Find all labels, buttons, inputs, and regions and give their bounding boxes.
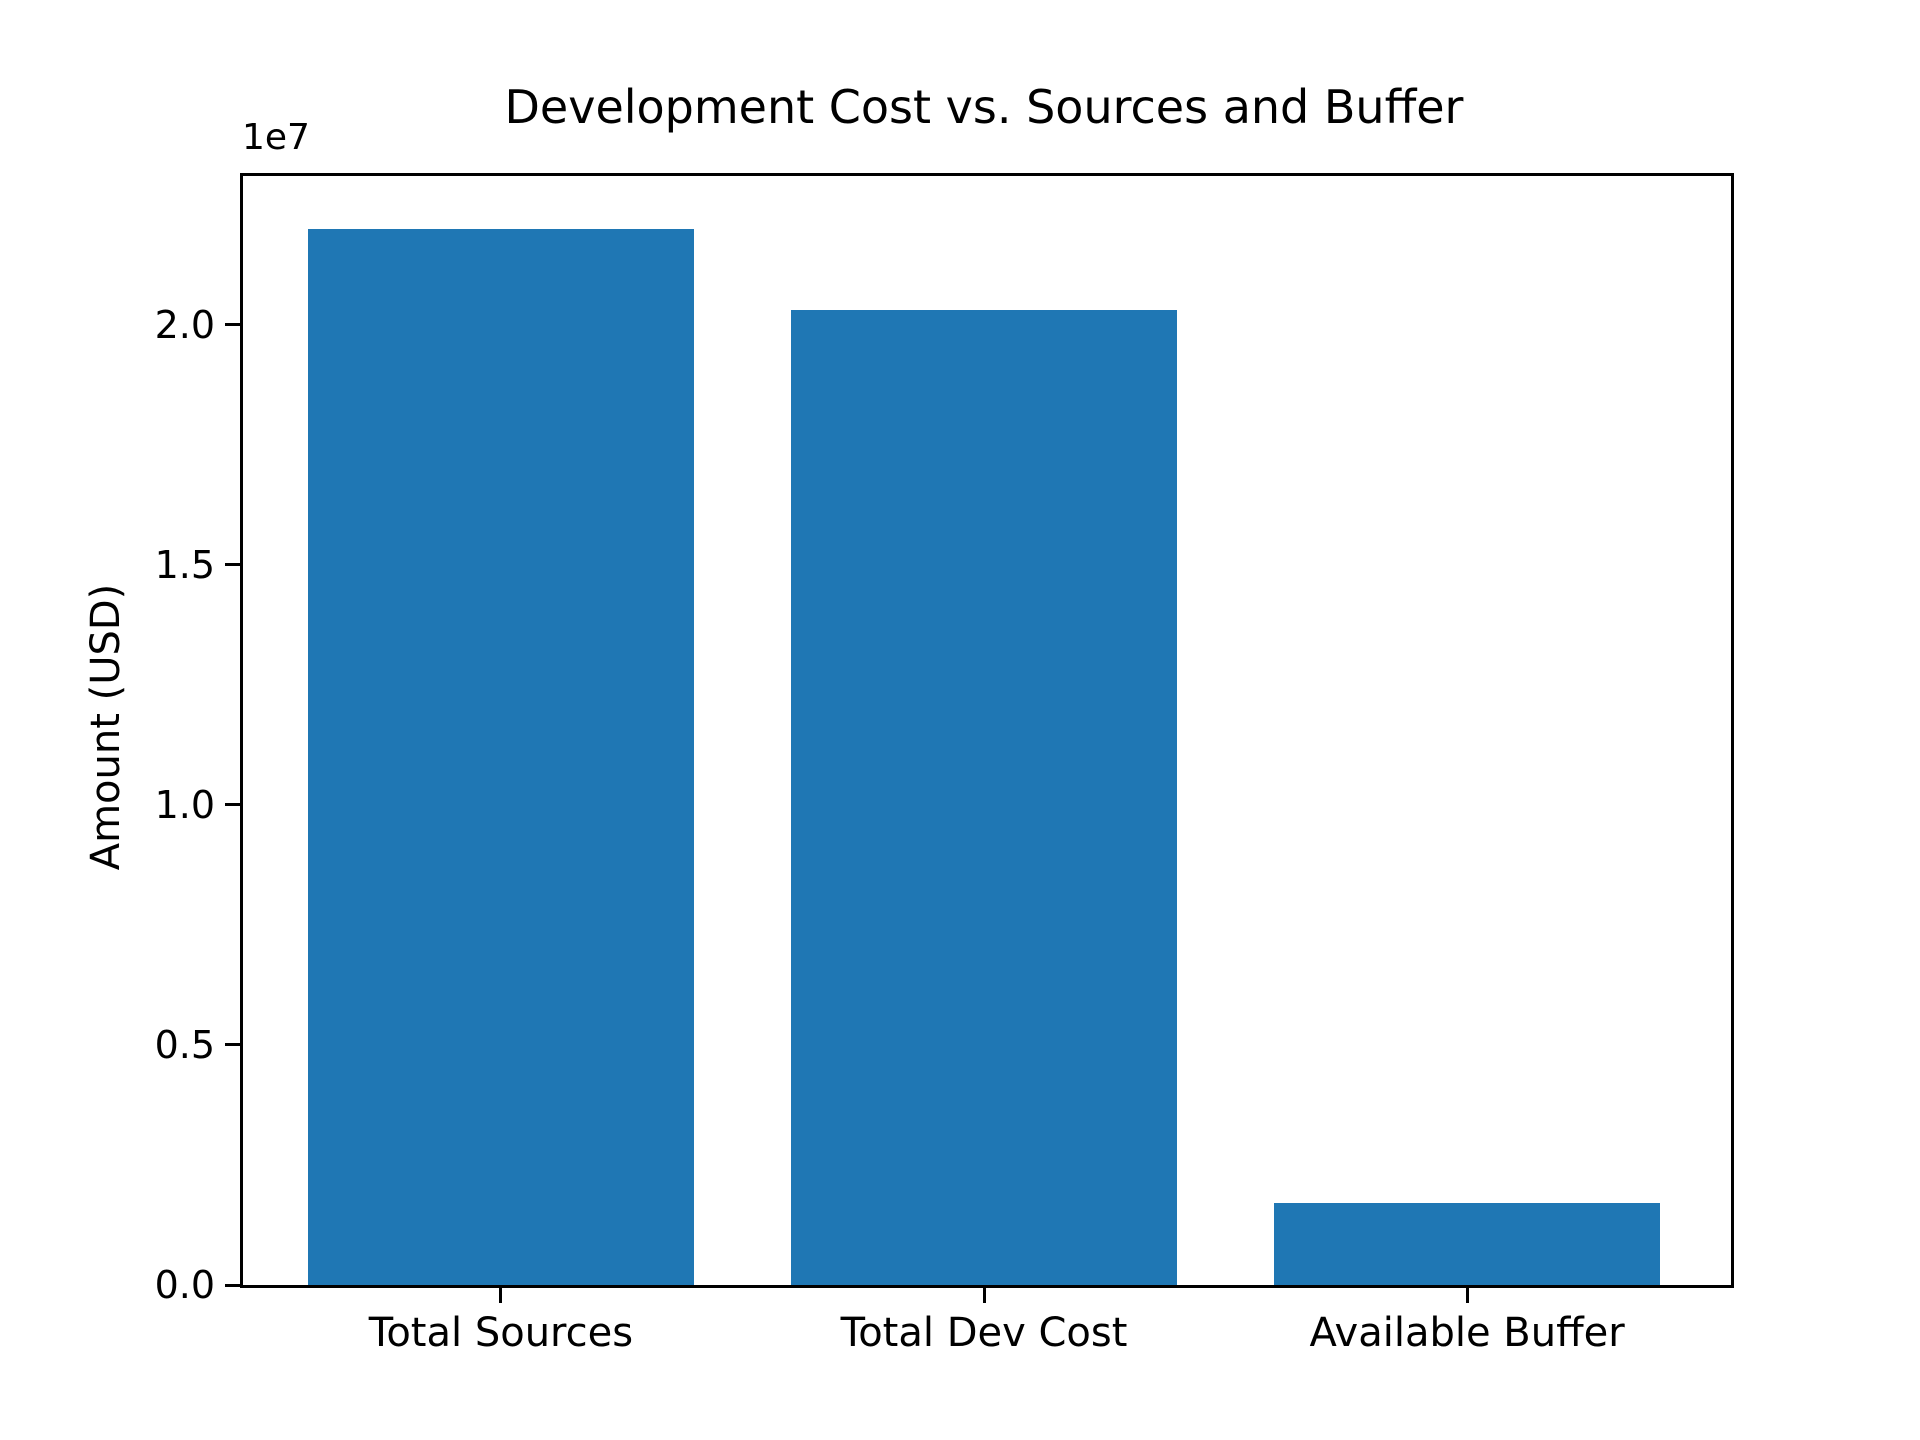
bar-total-dev-cost: [790, 310, 1178, 1285]
y-tick-label-2.0: 2.0: [154, 302, 215, 347]
x-tick-mark: [499, 1288, 503, 1303]
x-tick-label-available-buffer: Available Buffer: [1309, 1310, 1625, 1356]
y-tick-mark: [225, 1283, 240, 1287]
y-tick-mark: [225, 323, 240, 327]
y-tick-label-1.5: 1.5: [154, 542, 215, 587]
y-tick-label-0.0: 0.0: [154, 1263, 215, 1307]
y-tick-label-0.5: 0.5: [154, 1022, 215, 1067]
bar-available-buffer: [1273, 1203, 1661, 1285]
y-tick-mark: [225, 1043, 240, 1047]
chart-title: Development Cost vs. Sources and Buffer: [504, 80, 1464, 134]
x-tick-label-total-dev-cost: Total Dev Cost: [840, 1310, 1128, 1356]
x-tick-mark: [1465, 1288, 1469, 1303]
y-tick-mark: [225, 803, 240, 807]
plot-area: [240, 173, 1734, 1288]
x-tick-mark: [982, 1288, 986, 1303]
y-axis-offset-text: 1e7: [242, 117, 310, 158]
y-tick-label-1.0: 1.0: [154, 782, 215, 827]
bar-total-sources: [307, 228, 695, 1285]
y-tick-mark: [225, 563, 240, 567]
y-axis-label: Amount (USD): [83, 583, 129, 871]
x-tick-label-total-sources: Total Sources: [368, 1310, 634, 1356]
